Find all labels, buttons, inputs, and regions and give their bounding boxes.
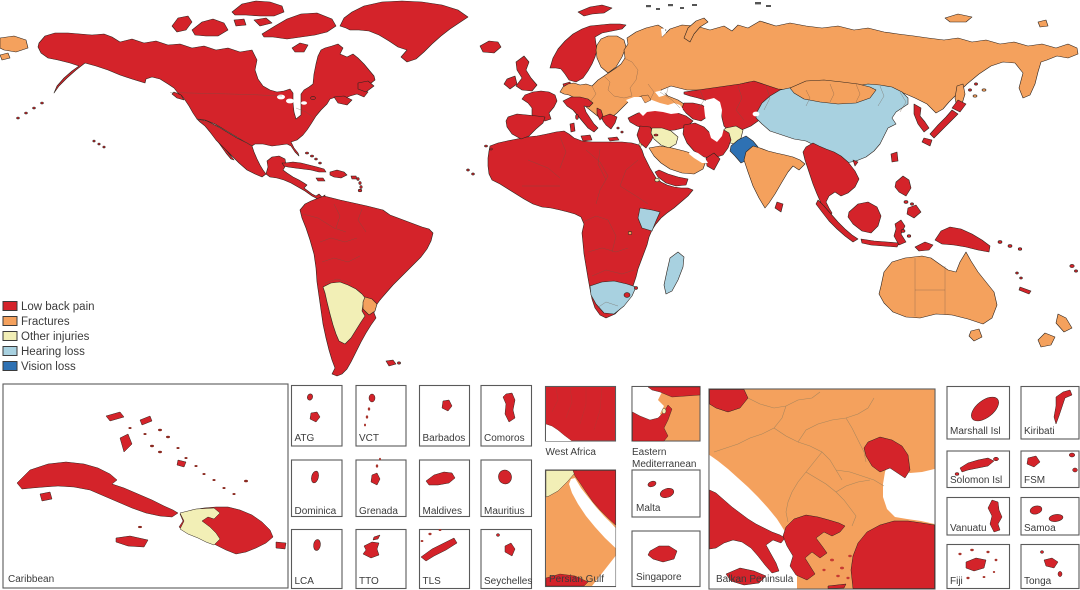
svg-text:LCA: LCA [295,576,315,587]
svg-text:Mediterranean: Mediterranean [632,459,696,470]
svg-text:TLS: TLS [423,576,442,587]
svg-text:Singapore: Singapore [636,572,682,583]
svg-text:Seychelles: Seychelles [484,576,532,587]
svg-text:Dominica: Dominica [295,506,337,517]
svg-text:Solomon Isl: Solomon Isl [950,475,1002,486]
svg-text:VCT: VCT [359,433,379,444]
svg-text:Barbados: Barbados [423,433,466,444]
svg-text:Vision loss: Vision loss [21,361,76,373]
svg-text:Vanuatu: Vanuatu [950,523,987,534]
svg-text:Persian Gulf: Persian Gulf [549,574,604,585]
svg-text:Other injuries: Other injuries [21,331,90,343]
svg-text:Fractures: Fractures [21,316,70,328]
svg-text:TTO: TTO [359,576,379,587]
svg-text:Low back pain: Low back pain [21,301,95,313]
svg-text:West Africa: West Africa [546,447,597,458]
svg-text:Tonga: Tonga [1024,576,1052,587]
svg-text:Kiribati: Kiribati [1024,426,1055,437]
svg-text:ATG: ATG [295,433,315,444]
svg-text:Hearing loss: Hearing loss [21,346,85,358]
svg-text:Mauritius: Mauritius [484,506,525,517]
svg-text:Grenada: Grenada [359,506,398,517]
svg-text:Caribbean: Caribbean [8,574,54,585]
svg-text:Malta: Malta [636,503,661,514]
svg-text:FSM: FSM [1024,475,1045,486]
svg-text:Eastern: Eastern [632,447,666,458]
svg-text:Comoros: Comoros [484,433,525,444]
svg-text:Balkan Peninsula: Balkan Peninsula [716,574,794,585]
svg-text:Samoa: Samoa [1024,523,1056,534]
svg-text:Fiji: Fiji [950,576,963,587]
svg-text:Maldives: Maldives [423,506,462,517]
svg-text:Marshall Isl: Marshall Isl [950,426,1001,437]
